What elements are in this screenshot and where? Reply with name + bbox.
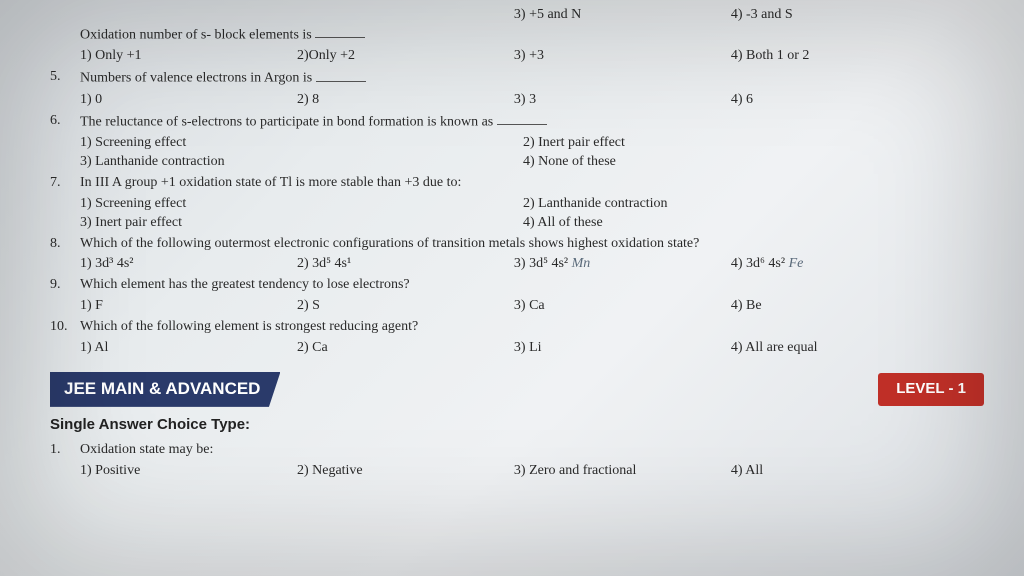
q7-o1: 1) Screening effect bbox=[80, 195, 523, 214]
q6-o1: 1) Screening effect bbox=[80, 134, 523, 153]
q10-o1: 1) Al bbox=[80, 339, 297, 358]
sac-q1-o3: 3) Zero and fractional bbox=[514, 462, 731, 481]
q6-o2: 2) Inert pair effect bbox=[523, 134, 966, 153]
q7-stem: In III A group +1 oxidation state of Tl … bbox=[80, 174, 984, 193]
banner-row: JEE MAIN & ADVANCED LEVEL - 1 bbox=[50, 372, 984, 407]
question-10: 10. Which of the following element is st… bbox=[50, 318, 984, 358]
q9-stem: Which element has the greatest tendency … bbox=[80, 276, 984, 295]
q10-o3: 3) Li bbox=[514, 339, 731, 358]
q5-o2: 2) 8 bbox=[297, 91, 514, 110]
q8-o4: 4) 3d⁶ 4s² Fe bbox=[731, 255, 948, 274]
q7-o2: 2) Lanthanide contraction bbox=[523, 195, 966, 214]
q9-o2: 2) S bbox=[297, 297, 514, 316]
q6-blank bbox=[497, 112, 547, 126]
q6-num: 6. bbox=[50, 112, 80, 172]
q10-num: 10. bbox=[50, 318, 80, 358]
frag-o3: 3) +3 bbox=[514, 47, 731, 66]
question-7: 7. In III A group +1 oxidation state of … bbox=[50, 174, 984, 233]
q8-o3-note: Mn bbox=[572, 256, 591, 271]
q5-stem: Numbers of valence electrons in Argon is bbox=[80, 71, 312, 86]
q9-o1: 1) F bbox=[80, 297, 297, 316]
q7-num: 7. bbox=[50, 174, 80, 233]
q10-o2: 2) Ca bbox=[297, 339, 514, 358]
question-5: 5. Numbers of valence electrons in Argon… bbox=[50, 68, 984, 109]
q8-num: 8. bbox=[50, 235, 80, 275]
top-fragment: 3) +5 and N 4) -3 and S Oxidation number… bbox=[50, 6, 984, 66]
q8-o2: 2) 3d⁵ 4s¹ bbox=[297, 255, 514, 274]
q5-o1: 1) 0 bbox=[80, 91, 297, 110]
frag-o2: 2)Only +2 bbox=[297, 47, 514, 66]
q7-o4: 4) All of these bbox=[523, 214, 966, 233]
frag-opt3: 3) +5 and N bbox=[514, 6, 731, 25]
sac-q1-o4: 4) All bbox=[731, 462, 948, 481]
q8-o1: 1) 3d³ 4s² bbox=[80, 255, 297, 274]
sac-q1-num: 1. bbox=[50, 441, 80, 481]
q6-o4: 4) None of these bbox=[523, 153, 966, 172]
question-8: 8. Which of the following outermost elec… bbox=[50, 235, 984, 275]
frag-opt4: 4) -3 and S bbox=[731, 6, 948, 25]
q9-o3: 3) Ca bbox=[514, 297, 731, 316]
q9-num: 9. bbox=[50, 276, 80, 316]
frag-blank-line bbox=[315, 25, 365, 39]
q7-o3: 3) Inert pair effect bbox=[80, 214, 523, 233]
frag-o4: 4) Both 1 or 2 bbox=[731, 47, 948, 66]
question-9: 9. Which element has the greatest tenden… bbox=[50, 276, 984, 316]
frag-blank2 bbox=[297, 6, 514, 25]
sac-q1-o2: 2) Negative bbox=[297, 462, 514, 481]
q8-o3: 3) 3d⁵ 4s² Mn bbox=[514, 255, 731, 274]
frag-blank bbox=[80, 6, 297, 25]
sac-heading: Single Answer Choice Type: bbox=[50, 415, 984, 435]
q8-o4-note: Fe bbox=[789, 256, 804, 271]
sac-q1-stem: Oxidation state may be: bbox=[80, 441, 984, 460]
q10-stem: Which of the following element is strong… bbox=[80, 318, 984, 337]
banner-level: LEVEL - 1 bbox=[878, 373, 984, 405]
q5-o4: 4) 6 bbox=[731, 91, 948, 110]
q9-o4: 4) Be bbox=[731, 297, 948, 316]
frag-o1: 1) Only +1 bbox=[80, 47, 297, 66]
q6-o3: 3) Lanthanide contraction bbox=[80, 153, 523, 172]
worksheet-page: 3) +5 and N 4) -3 and S Oxidation number… bbox=[0, 0, 1024, 493]
frag-stem: Oxidation number of s- block elements is bbox=[80, 27, 312, 42]
sac-q1-o1: 1) Positive bbox=[80, 462, 297, 481]
banner-jee: JEE MAIN & ADVANCED bbox=[50, 372, 280, 407]
sac-question-1: 1. Oxidation state may be: 1) Positive 2… bbox=[50, 441, 984, 481]
q5-num: 5. bbox=[50, 68, 80, 109]
question-6: 6. The reluctance of s-electrons to part… bbox=[50, 112, 984, 172]
q5-o3: 3) 3 bbox=[514, 91, 731, 110]
q6-stem: The reluctance of s-electrons to partici… bbox=[80, 114, 493, 129]
q10-o4: 4) All are equal bbox=[731, 339, 948, 358]
q5-blank bbox=[316, 68, 366, 82]
q8-stem: Which of the following outermost electro… bbox=[80, 235, 984, 254]
